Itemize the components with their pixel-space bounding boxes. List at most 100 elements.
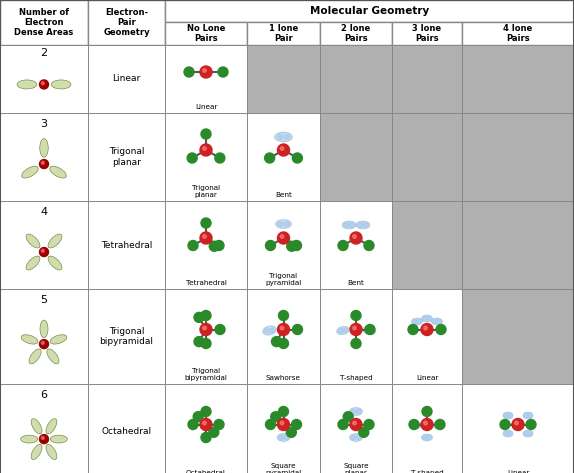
Bar [247, 201, 320, 289]
Circle shape [278, 310, 289, 321]
Circle shape [277, 419, 289, 430]
Circle shape [350, 232, 362, 244]
Circle shape [503, 431, 509, 436]
Circle shape [409, 420, 419, 429]
Text: Trigonal
planar: Trigonal planar [192, 185, 220, 198]
Circle shape [426, 316, 432, 321]
Circle shape [184, 67, 194, 77]
Circle shape [40, 159, 48, 168]
Bar [462, 45, 574, 113]
Circle shape [352, 326, 356, 330]
Bar [320, 45, 392, 113]
Circle shape [272, 337, 281, 347]
Bar [165, 22, 247, 45]
Ellipse shape [26, 256, 40, 270]
Circle shape [528, 413, 533, 418]
Text: Molecular Geometry: Molecular Geometry [310, 6, 429, 16]
Text: Linear: Linear [195, 104, 217, 110]
Circle shape [201, 339, 211, 349]
Circle shape [350, 419, 362, 430]
Bar [165, 384, 247, 473]
Circle shape [201, 406, 211, 417]
Circle shape [364, 240, 374, 251]
Bar [165, 113, 247, 201]
Circle shape [352, 421, 356, 425]
Circle shape [193, 412, 203, 422]
Text: Square
pyramidal: Square pyramidal [265, 463, 301, 473]
Ellipse shape [503, 430, 513, 437]
Circle shape [358, 222, 363, 228]
Circle shape [201, 129, 211, 139]
Circle shape [200, 144, 212, 156]
Ellipse shape [342, 221, 356, 229]
Circle shape [343, 328, 348, 333]
Bar [320, 201, 392, 289]
Circle shape [41, 437, 44, 439]
Circle shape [203, 326, 206, 330]
Circle shape [280, 326, 284, 330]
Ellipse shape [363, 326, 375, 335]
Ellipse shape [263, 326, 276, 335]
Circle shape [287, 241, 297, 251]
Circle shape [218, 67, 228, 77]
Circle shape [363, 222, 369, 228]
Circle shape [266, 420, 276, 429]
Bar [88, 289, 165, 384]
Circle shape [266, 240, 276, 251]
Circle shape [523, 431, 529, 436]
Text: 2: 2 [40, 48, 48, 58]
Ellipse shape [50, 166, 67, 178]
Circle shape [277, 232, 289, 244]
Text: 3: 3 [41, 119, 48, 129]
Circle shape [350, 222, 354, 228]
Circle shape [277, 324, 289, 335]
Circle shape [437, 319, 442, 324]
Text: T-shaped: T-shaped [410, 470, 443, 473]
Bar [462, 289, 574, 384]
Bar [462, 113, 574, 201]
Text: Trigonal
pyramidal: Trigonal pyramidal [265, 273, 301, 286]
Circle shape [351, 310, 361, 321]
Bar [88, 201, 165, 289]
Text: 4: 4 [40, 207, 48, 217]
Circle shape [200, 324, 212, 335]
Bar [88, 384, 165, 473]
Circle shape [350, 324, 362, 335]
Ellipse shape [523, 430, 533, 437]
Bar [392, 201, 462, 289]
Circle shape [187, 153, 197, 163]
Circle shape [356, 435, 361, 440]
Circle shape [422, 316, 427, 321]
Bar [462, 201, 574, 289]
Ellipse shape [31, 444, 42, 460]
Circle shape [424, 421, 427, 425]
Circle shape [40, 247, 48, 256]
Circle shape [210, 241, 219, 251]
Circle shape [214, 240, 224, 251]
Circle shape [523, 413, 529, 418]
Circle shape [40, 80, 48, 89]
Bar [462, 384, 574, 473]
Text: Linear: Linear [507, 470, 529, 473]
Bar [88, 0, 165, 45]
Circle shape [194, 312, 204, 323]
Circle shape [188, 420, 198, 429]
Bar [392, 22, 462, 45]
Circle shape [285, 134, 290, 140]
Circle shape [292, 420, 301, 429]
Ellipse shape [276, 219, 292, 228]
Bar [165, 289, 247, 384]
Ellipse shape [22, 166, 38, 178]
Bar [392, 289, 462, 384]
Circle shape [286, 427, 296, 438]
Ellipse shape [21, 435, 38, 443]
Text: Linear: Linear [416, 375, 438, 381]
Circle shape [41, 342, 44, 344]
Circle shape [438, 423, 443, 428]
Circle shape [369, 328, 374, 333]
Circle shape [280, 235, 284, 238]
Circle shape [351, 409, 356, 414]
Circle shape [284, 221, 289, 227]
Circle shape [417, 319, 422, 324]
Ellipse shape [432, 318, 443, 325]
